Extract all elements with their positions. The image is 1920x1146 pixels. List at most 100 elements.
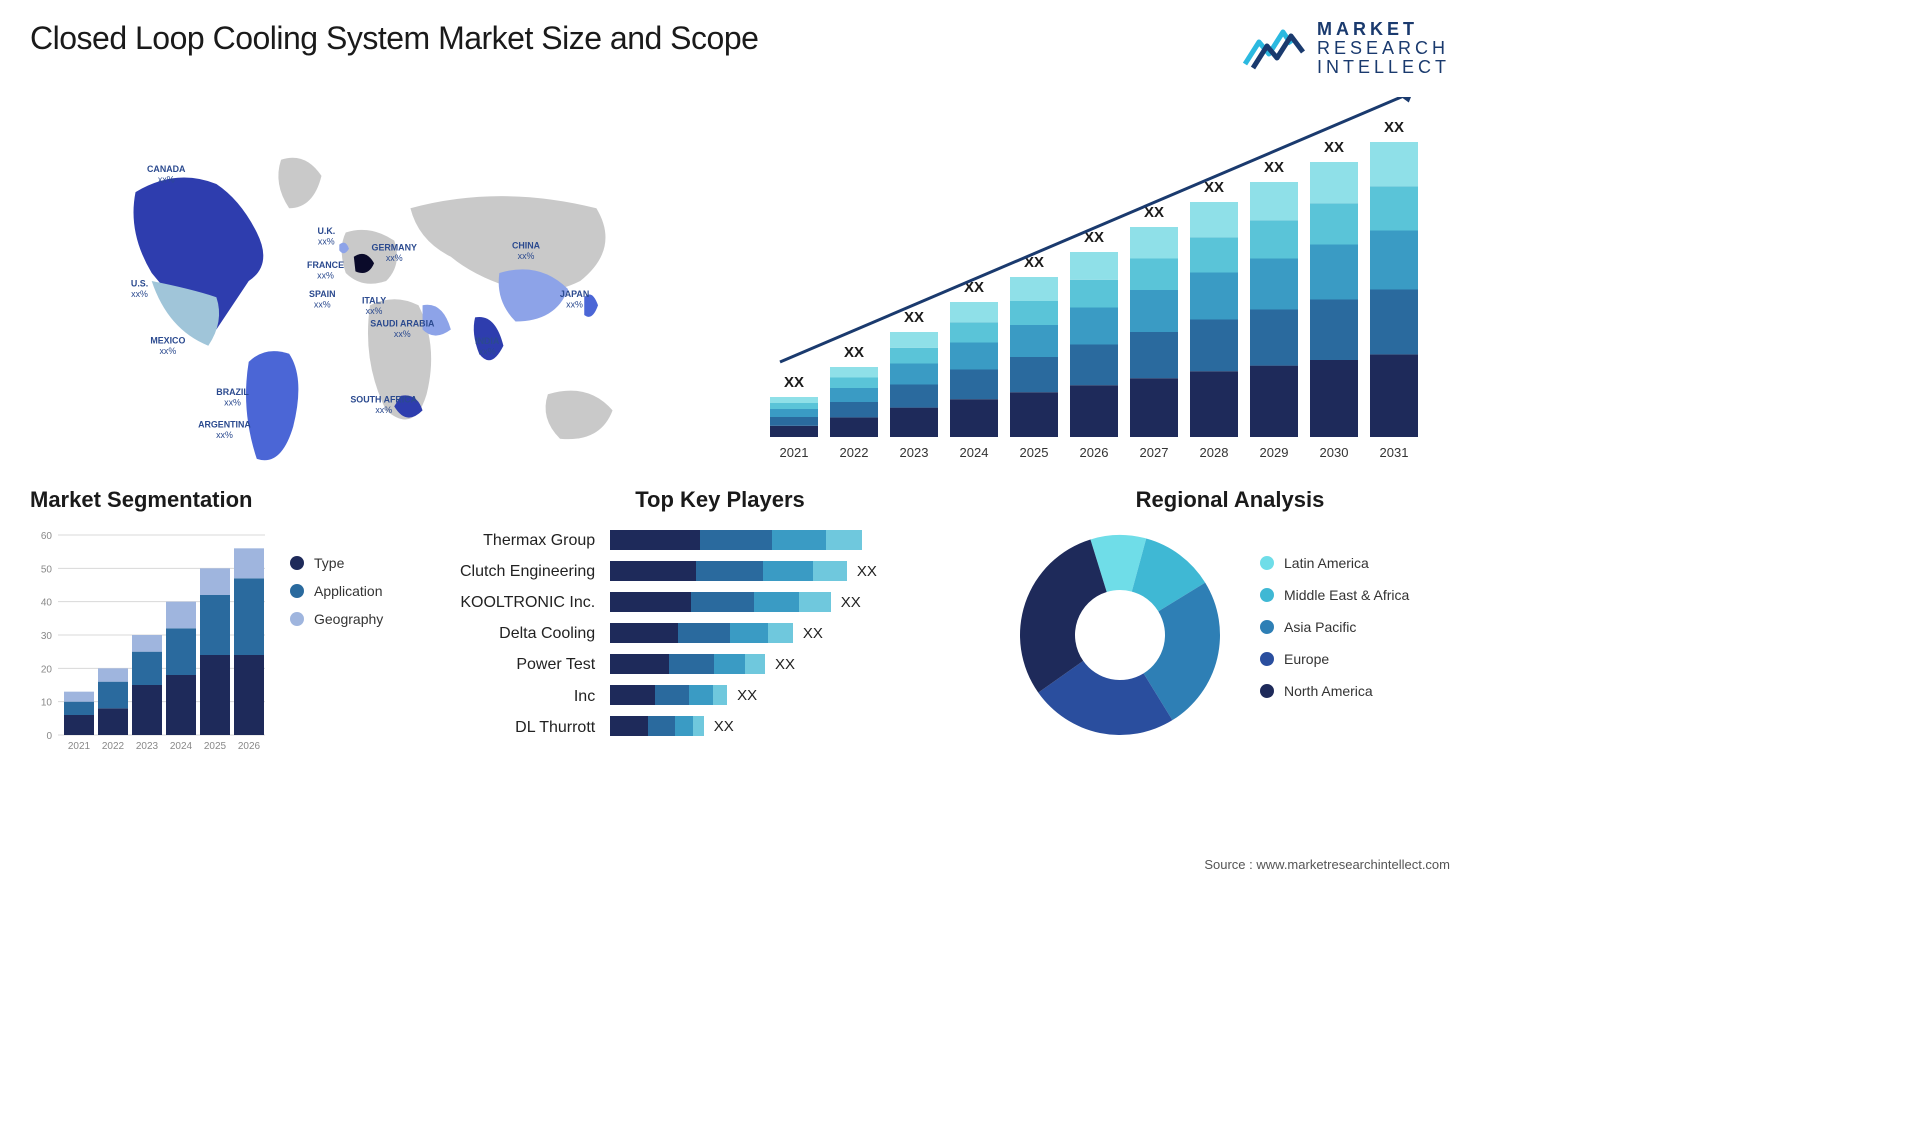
legend-label: Latin America <box>1284 555 1369 571</box>
player-value: XX <box>737 687 757 704</box>
legend-label: Europe <box>1284 651 1329 667</box>
svg-text:XX: XX <box>784 374 804 391</box>
svg-text:2026: 2026 <box>1080 445 1109 460</box>
svg-text:xx%: xx% <box>224 397 241 407</box>
svg-text:U.K.: U.K. <box>317 226 335 236</box>
player-bar-segment <box>610 623 678 643</box>
legend-item: Latin America <box>1260 555 1409 571</box>
svg-text:2021: 2021 <box>780 445 809 460</box>
segmentation-panel: Market Segmentation 01020304050602021202… <box>30 487 430 755</box>
player-bar-segment <box>700 530 772 550</box>
segmentation-title: Market Segmentation <box>30 487 430 513</box>
legend-item: Type <box>290 555 383 571</box>
brand-logo: MARKET RESEARCH INTELLECT <box>1243 20 1450 77</box>
legend-item: Middle East & Africa <box>1260 587 1409 603</box>
logo-mark-icon <box>1243 24 1307 72</box>
player-bar-row: XX <box>610 556 980 587</box>
player-bar-segment <box>768 623 793 643</box>
svg-text:2024: 2024 <box>170 741 193 752</box>
legend-item: Geography <box>290 611 383 627</box>
regional-legend: Latin AmericaMiddle East & AfricaAsia Pa… <box>1260 555 1409 715</box>
svg-text:xx%: xx% <box>159 345 176 355</box>
key-players-panel: Top Key Players Thermax GroupClutch Engi… <box>460 487 980 743</box>
svg-text:CANADA: CANADA <box>147 164 186 174</box>
player-bar-segment <box>648 716 675 736</box>
player-label: Delta Cooling <box>460 618 595 649</box>
svg-text:xx%: xx% <box>566 299 583 309</box>
svg-text:2028: 2028 <box>1200 445 1229 460</box>
regional-donut-chart <box>1010 525 1230 745</box>
player-bar-segment <box>730 623 768 643</box>
forecast-bar-chart: XX2021XX2022XX2023XX2024XX2025XX2026XX20… <box>750 97 1450 467</box>
svg-text:GERMANY: GERMANY <box>372 242 417 252</box>
legend-label: North America <box>1284 683 1373 699</box>
svg-text:xx%: xx% <box>386 253 403 263</box>
svg-text:XX: XX <box>1324 139 1344 156</box>
legend-swatch <box>1260 588 1274 602</box>
svg-text:XX: XX <box>904 309 924 326</box>
svg-text:2027: 2027 <box>1140 445 1169 460</box>
legend-item: North America <box>1260 683 1409 699</box>
legend-item: Application <box>290 583 383 599</box>
player-bar-segment <box>610 685 655 705</box>
players-labels: Thermax GroupClutch EngineeringKOOLTRONI… <box>460 525 595 743</box>
svg-text:xx%: xx% <box>158 174 175 184</box>
svg-text:xx%: xx% <box>394 329 411 339</box>
svg-text:2023: 2023 <box>136 741 159 752</box>
player-bar-segment <box>610 561 696 581</box>
svg-text:xx%: xx% <box>366 306 383 316</box>
legend-swatch <box>1260 652 1274 666</box>
player-label: Thermax Group <box>460 525 595 556</box>
player-value: XX <box>714 718 734 735</box>
player-bar-segment <box>689 685 712 705</box>
svg-text:2022: 2022 <box>840 445 869 460</box>
player-value: XX <box>841 594 861 611</box>
player-bar-segment <box>763 561 813 581</box>
player-bar <box>610 561 847 581</box>
player-bar-segment <box>610 654 669 674</box>
legend-swatch <box>290 584 304 598</box>
player-bar-segment <box>669 654 714 674</box>
player-value: XX <box>803 625 823 642</box>
svg-text:xx%: xx% <box>518 251 535 261</box>
legend-swatch <box>1260 620 1274 634</box>
legend-label: Middle East & Africa <box>1284 587 1409 603</box>
svg-text:2030: 2030 <box>1320 445 1349 460</box>
player-bar-segment <box>610 530 700 550</box>
svg-text:INDIA: INDIA <box>475 336 500 346</box>
player-bar <box>610 716 704 736</box>
svg-text:2022: 2022 <box>102 741 125 752</box>
player-bar <box>610 592 831 612</box>
legend-swatch <box>1260 684 1274 698</box>
player-bar-segment <box>691 592 754 612</box>
svg-text:U.S.: U.S. <box>131 278 148 288</box>
page-title: Closed Loop Cooling System Market Size a… <box>30 20 758 57</box>
legend-swatch <box>290 612 304 626</box>
svg-text:SAUDI ARABIA: SAUDI ARABIA <box>370 318 435 328</box>
player-bar-row: XX <box>610 711 980 742</box>
legend-label: Type <box>314 555 344 571</box>
segmentation-legend: Type Application Geography <box>290 555 383 639</box>
svg-text:60: 60 <box>41 531 53 542</box>
player-bar-segment <box>675 716 693 736</box>
regional-panel: Regional Analysis Latin AmericaMiddle Ea… <box>1010 487 1450 745</box>
svg-text:2023: 2023 <box>900 445 929 460</box>
player-bar-row: XX <box>610 680 980 711</box>
svg-text:xx%: xx% <box>131 289 148 299</box>
svg-text:40: 40 <box>41 597 53 608</box>
svg-text:2026: 2026 <box>238 741 261 752</box>
svg-text:2025: 2025 <box>1020 445 1049 460</box>
svg-text:10: 10 <box>41 697 53 708</box>
player-value: XX <box>857 563 877 580</box>
player-label: Power Test <box>460 649 595 680</box>
svg-text:ITALY: ITALY <box>362 295 386 305</box>
svg-text:xx%: xx% <box>314 299 331 309</box>
legend-swatch <box>290 556 304 570</box>
player-label: KOOLTRONIC Inc. <box>460 587 595 618</box>
svg-text:30: 30 <box>41 631 53 642</box>
svg-text:2031: 2031 <box>1380 445 1409 460</box>
player-label: Inc <box>460 681 595 712</box>
svg-text:SPAIN: SPAIN <box>309 289 335 299</box>
player-bar-segment <box>610 716 648 736</box>
player-label: Clutch Engineering <box>460 556 595 587</box>
